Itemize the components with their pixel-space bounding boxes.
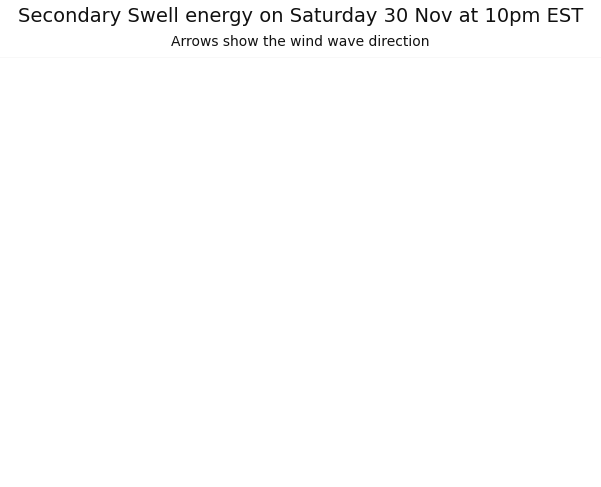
Text: Arrows show the wind wave direction: Arrows show the wind wave direction [171,35,430,49]
Text: Secondary Swell energy on Saturday 30 Nov at 10pm EST: Secondary Swell energy on Saturday 30 No… [18,7,583,26]
Text: Map requires cartopy: Map requires cartopy [227,266,374,280]
